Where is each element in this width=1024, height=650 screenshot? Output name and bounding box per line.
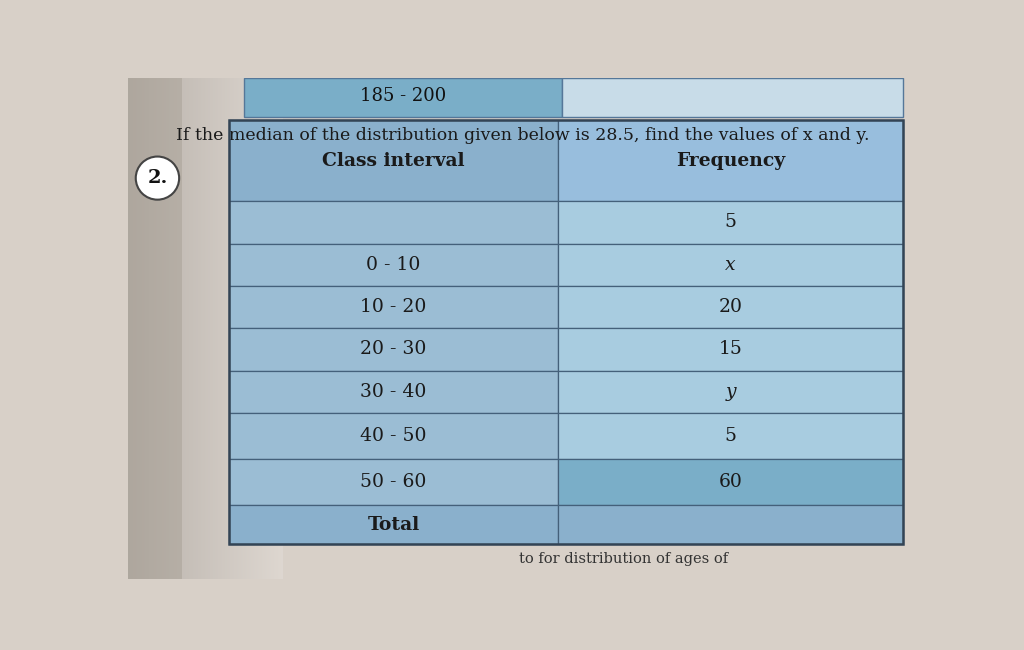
Bar xyxy=(228,286,558,328)
Bar xyxy=(558,505,903,544)
Text: 15: 15 xyxy=(719,341,742,358)
Text: 10 - 20: 10 - 20 xyxy=(360,298,427,316)
Text: Frequency: Frequency xyxy=(676,151,785,170)
Text: 20: 20 xyxy=(719,298,742,316)
Bar xyxy=(245,78,562,116)
Bar xyxy=(562,78,903,116)
Circle shape xyxy=(136,157,179,200)
Bar xyxy=(228,370,558,413)
Bar xyxy=(228,328,558,370)
Bar xyxy=(228,505,558,544)
Bar xyxy=(558,286,903,328)
Text: x: x xyxy=(725,255,736,274)
Bar xyxy=(228,244,558,286)
Text: Total: Total xyxy=(368,515,420,534)
Text: 50 - 60: 50 - 60 xyxy=(360,473,427,491)
Bar xyxy=(228,459,558,505)
Bar xyxy=(558,244,903,286)
Text: to for distribution of ages of: to for distribution of ages of xyxy=(519,552,728,566)
Bar xyxy=(228,413,558,459)
Bar xyxy=(558,459,903,505)
Bar xyxy=(558,120,903,202)
Text: 2.: 2. xyxy=(147,169,168,187)
Bar xyxy=(228,120,903,544)
Bar xyxy=(228,120,558,202)
Bar xyxy=(558,328,903,370)
Text: 5: 5 xyxy=(725,213,736,231)
Bar xyxy=(558,370,903,413)
Bar xyxy=(228,202,558,244)
Text: 5: 5 xyxy=(725,427,736,445)
Text: y: y xyxy=(725,383,736,401)
Bar xyxy=(128,78,182,578)
Text: 0 - 10: 0 - 10 xyxy=(367,255,421,274)
Text: 185 - 200: 185 - 200 xyxy=(360,88,446,105)
Text: If the median of the distribution given below is 28.5, find the values of x and : If the median of the distribution given … xyxy=(176,127,870,144)
Text: 60: 60 xyxy=(719,473,742,491)
Text: 20 - 30: 20 - 30 xyxy=(360,341,427,358)
Text: 40 - 50: 40 - 50 xyxy=(360,427,427,445)
Bar xyxy=(558,202,903,244)
Text: 30 - 40: 30 - 40 xyxy=(360,383,427,401)
Text: Class interval: Class interval xyxy=(323,151,465,170)
Bar xyxy=(558,413,903,459)
